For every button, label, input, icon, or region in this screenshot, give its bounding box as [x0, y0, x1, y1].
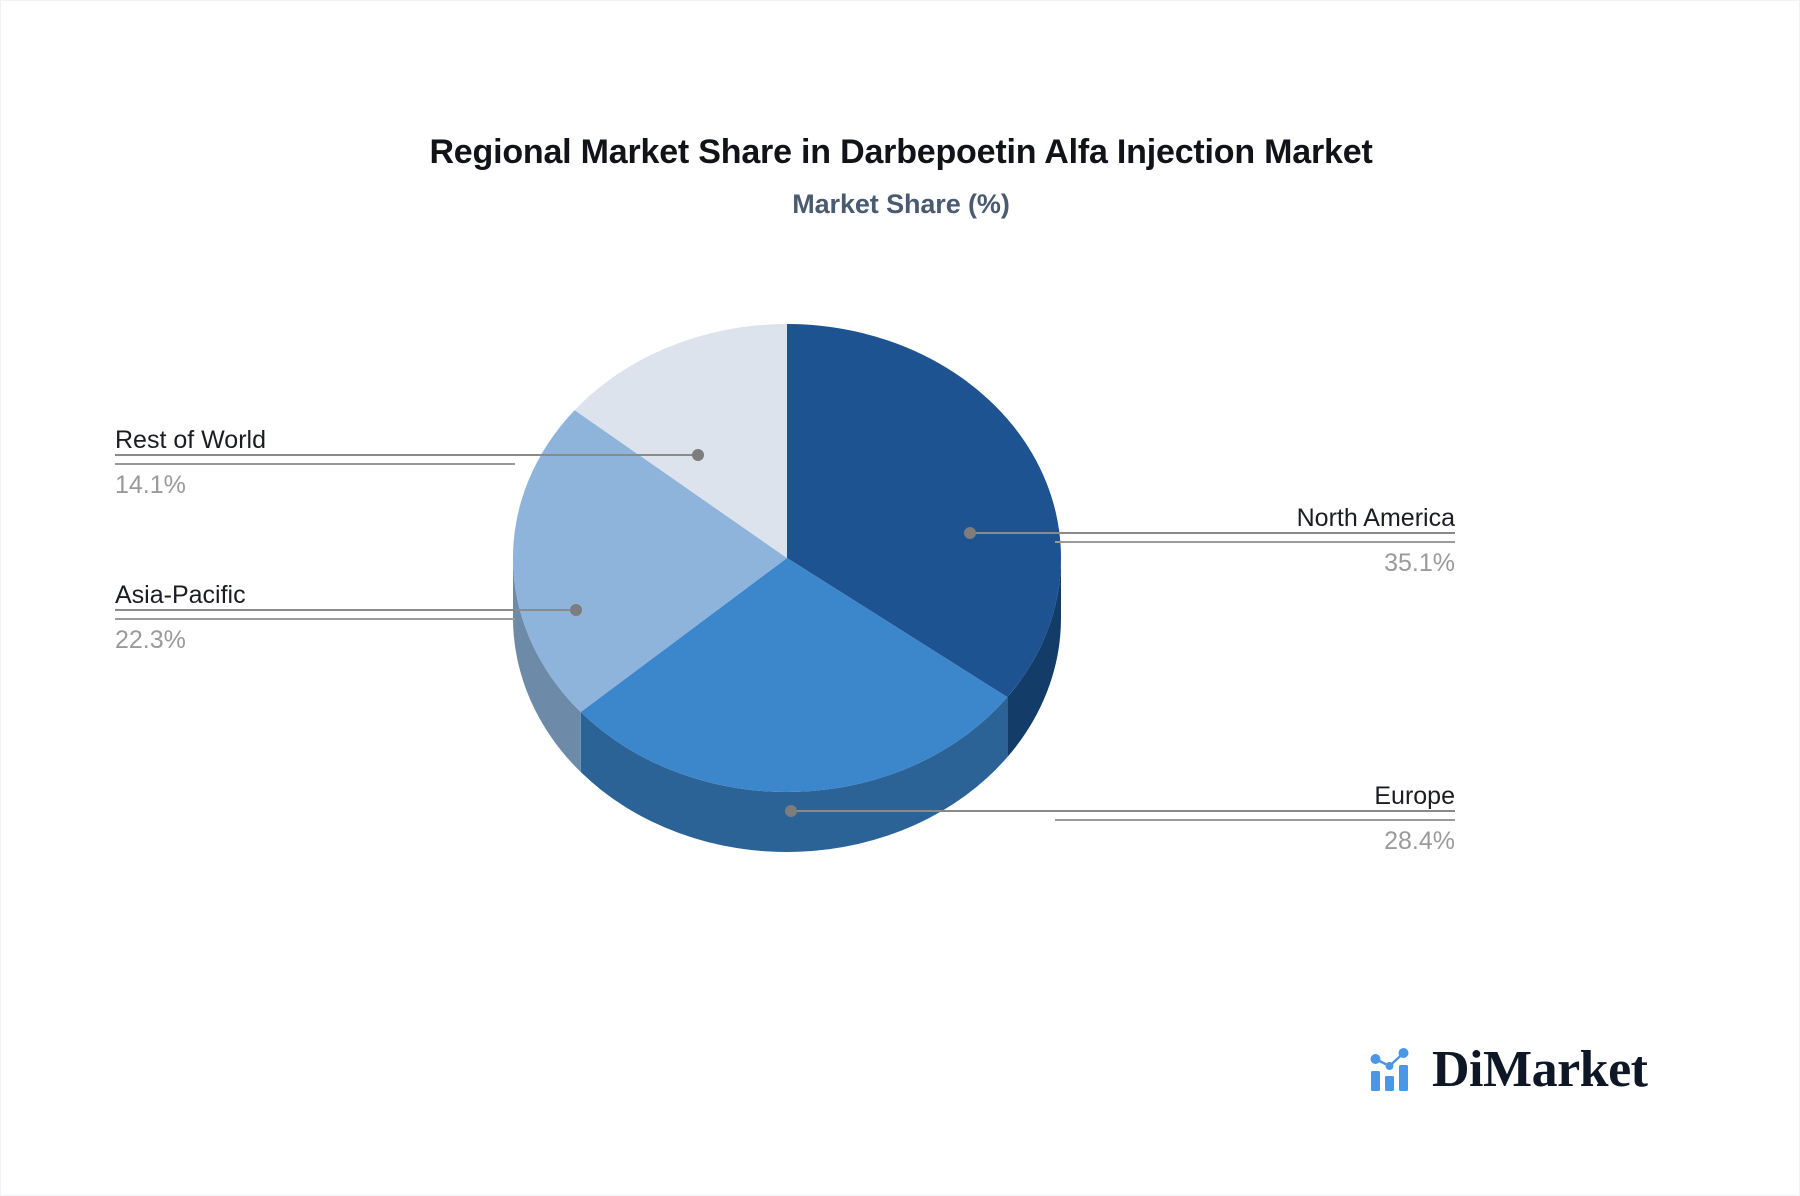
callout-rest-of-world: Rest of World 14.1%: [115, 426, 515, 500]
bar-chart-icon: [1370, 1048, 1409, 1091]
chart-subtitle: Market Share (%): [792, 189, 1010, 219]
slice-side-north-america: [1007, 558, 1061, 758]
leader-lines: [115, 454, 1455, 812]
callout-label-asia-pacific: Asia-Pacific: [115, 581, 246, 609]
slice-side-asia-pacific: [513, 558, 581, 773]
dimarket-logo-text: DiMarket: [1432, 1041, 1648, 1098]
slice-rest-of-world: [574, 324, 787, 558]
callout-asia-pacific: Asia-Pacific 22.3%: [115, 581, 515, 655]
chart-title: Regional Market Share in Darbepoetin Alf…: [429, 133, 1373, 171]
leader-dot-rest-of-world: [692, 449, 704, 461]
slice-asia-pacific: [513, 410, 787, 713]
callout-rule-asia-pacific: [115, 617, 515, 620]
callout-rule-rest-of-world: [115, 462, 515, 465]
pie-top-face: [513, 324, 1061, 792]
callout-europe: Europe 28.4%: [1055, 782, 1455, 856]
dimarket-logo: DiMarket: [1369, 1041, 1648, 1098]
callout-label-north-america: North America: [1296, 504, 1455, 532]
leader-dot-asia-pacific: [570, 604, 582, 616]
callout-rule-europe: [1055, 818, 1455, 821]
callout-rule-north-america: [1055, 540, 1455, 543]
leader-dot-europe: [785, 805, 797, 817]
callout-label-rest-of-world: Rest of World: [115, 426, 266, 454]
leader-dot-north-america: [964, 527, 976, 539]
callout-value-asia-pacific: 22.3%: [115, 625, 186, 654]
callout-north-america: North America 35.1%: [1055, 504, 1455, 578]
pie-depth-walls: [513, 558, 1061, 852]
slice-side-europe: [580, 697, 1008, 852]
slice-europe: [580, 558, 1008, 792]
slice-north-america: [787, 324, 1061, 698]
leader-dots: [570, 449, 976, 817]
callout-label-europe: Europe: [1374, 782, 1455, 810]
callout-value-north-america: 35.1%: [1384, 548, 1455, 577]
callout-value-europe: 28.4%: [1384, 826, 1455, 855]
callout-value-rest-of-world: 14.1%: [115, 470, 186, 499]
